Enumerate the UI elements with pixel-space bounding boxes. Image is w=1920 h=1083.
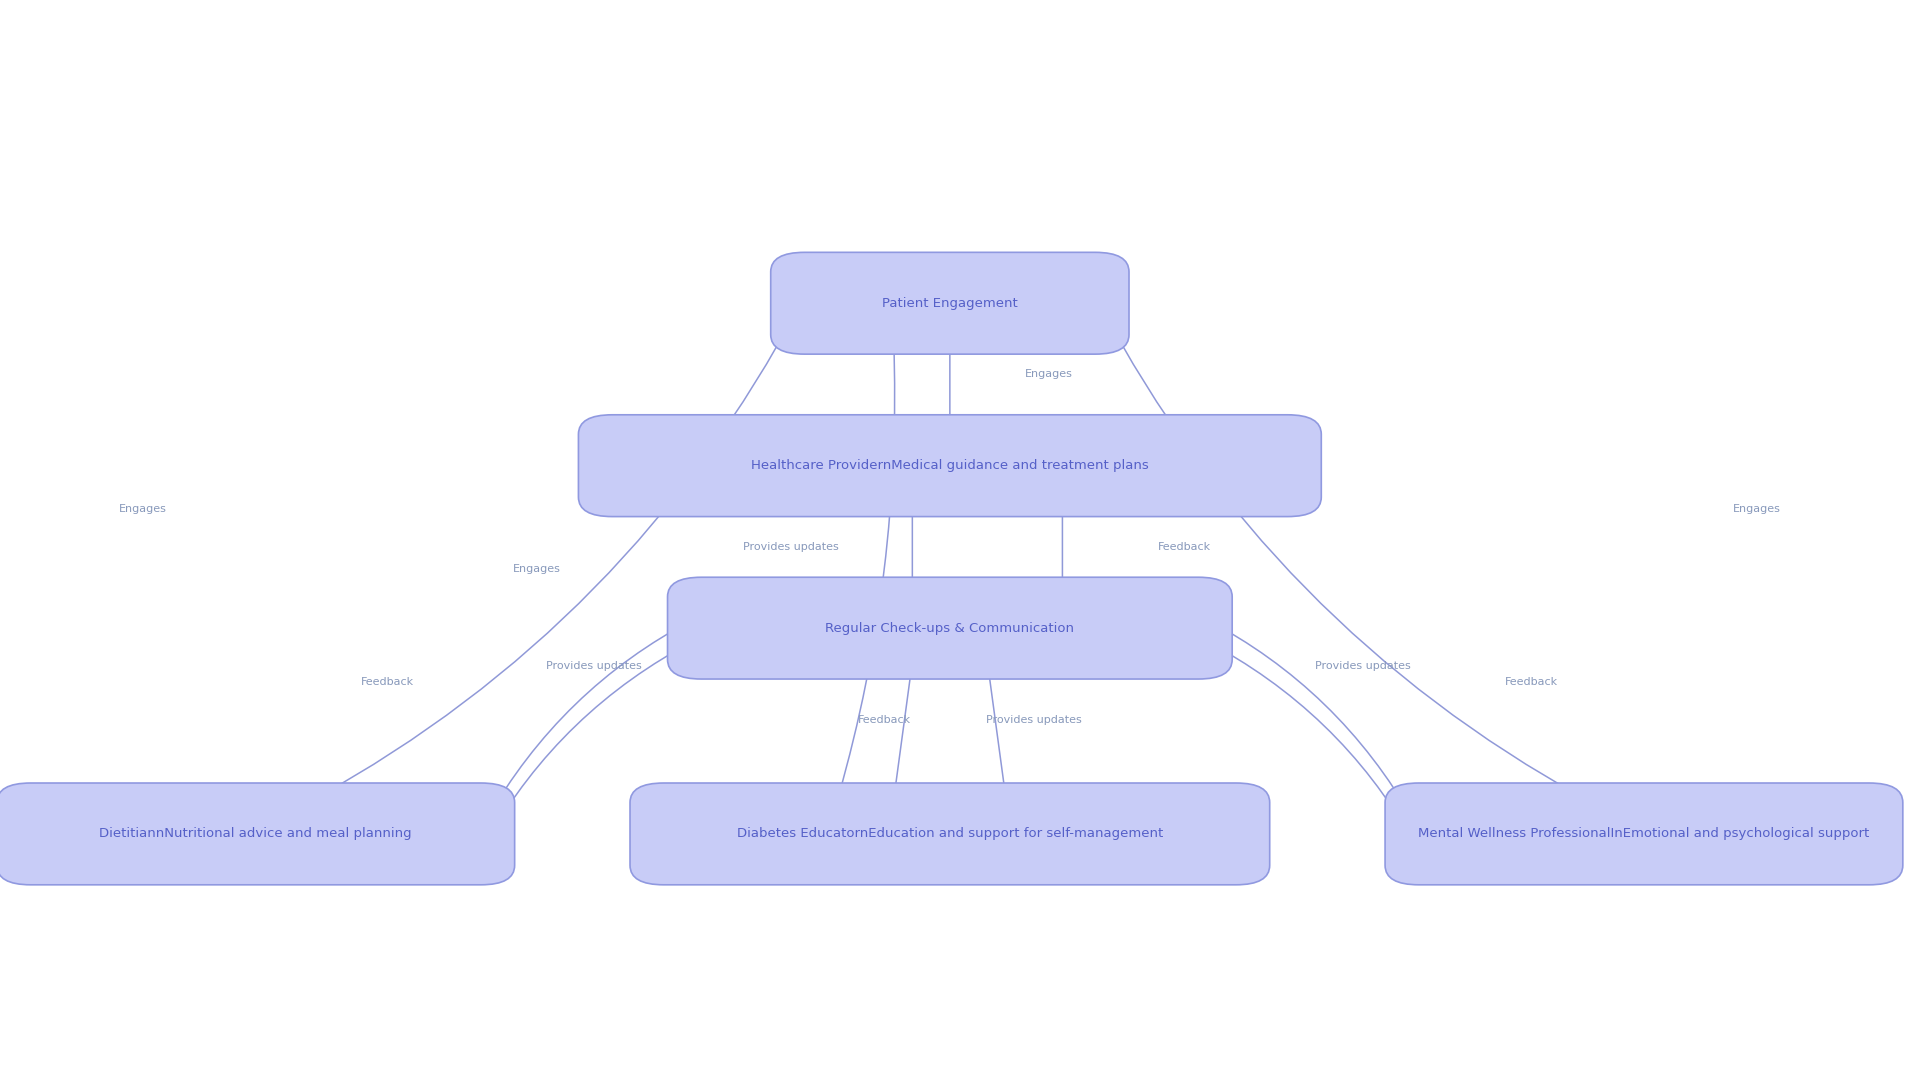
FancyBboxPatch shape bbox=[578, 415, 1321, 517]
Text: Diabetes EducatornEducation and support for self-management: Diabetes EducatornEducation and support … bbox=[737, 827, 1164, 840]
Text: Engages: Engages bbox=[119, 504, 167, 514]
Text: DietitiannNutritional advice and meal planning: DietitiannNutritional advice and meal pl… bbox=[100, 827, 413, 840]
Text: Provides updates: Provides updates bbox=[987, 715, 1083, 726]
Text: Patient Engagement: Patient Engagement bbox=[881, 297, 1018, 310]
Text: Mental Wellness ProfessionalInEmotional and psychological support: Mental Wellness ProfessionalInEmotional … bbox=[1419, 827, 1870, 840]
FancyBboxPatch shape bbox=[0, 783, 515, 885]
Text: Feedback: Feedback bbox=[361, 677, 413, 688]
Text: Feedback: Feedback bbox=[1505, 677, 1557, 688]
Text: Feedback: Feedback bbox=[858, 715, 910, 726]
Text: Engages: Engages bbox=[513, 563, 561, 574]
FancyBboxPatch shape bbox=[1384, 783, 1903, 885]
Text: Provides updates: Provides updates bbox=[743, 542, 839, 552]
Text: Feedback: Feedback bbox=[1158, 542, 1212, 552]
Text: Regular Check-ups & Communication: Regular Check-ups & Communication bbox=[826, 622, 1075, 635]
Text: Provides updates: Provides updates bbox=[1315, 661, 1411, 671]
FancyBboxPatch shape bbox=[630, 783, 1269, 885]
Text: Healthcare ProvidernMedical guidance and treatment plans: Healthcare ProvidernMedical guidance and… bbox=[751, 459, 1148, 472]
Text: Engages: Engages bbox=[1732, 504, 1780, 514]
FancyBboxPatch shape bbox=[770, 252, 1129, 354]
Text: Engages: Engages bbox=[1025, 368, 1073, 379]
FancyBboxPatch shape bbox=[668, 577, 1233, 679]
Text: Provides updates: Provides updates bbox=[545, 661, 641, 671]
